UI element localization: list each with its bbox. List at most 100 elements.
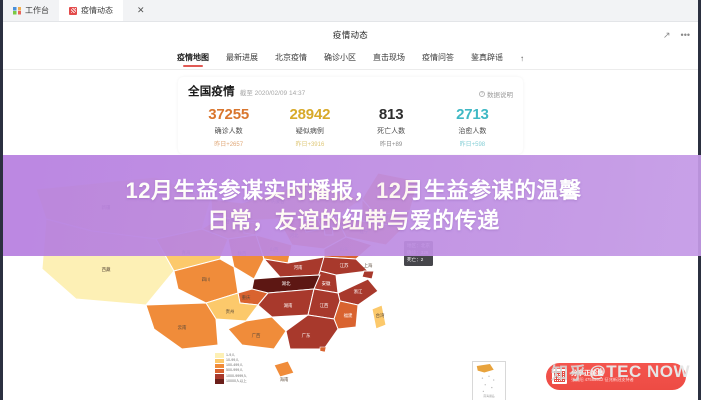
tab-epidemic[interactable]: 疫情动态 <box>59 0 123 21</box>
tab-live-scene-label: 直击现场 <box>373 52 405 62</box>
data-note-label: 数据说明 <box>487 92 513 100</box>
stat-deaths-value: 813 <box>378 106 404 124</box>
legend-item: 100-499人 <box>215 363 247 369</box>
legend-swatch <box>215 353 224 358</box>
tab-epidemic-map-label: 疫情地图 <box>177 52 209 62</box>
promo-badge-text: 分享正能量 张晨阳 47585512 征兆新冠支持者 <box>571 370 634 382</box>
watermark-handle: @TEC NOW <box>589 361 690 381</box>
svg-text:湖北: 湖北 <box>282 280 291 287</box>
close-icon[interactable]: ✕ <box>137 5 145 15</box>
stat-suspected: 28942 疑似病例 昨日+3916 <box>269 107 350 148</box>
section-nav: 疫情地图 最新进展 北京疫情 确诊小区 直击现场 疫情问答 鉴真辟谣 ↑ <box>3 48 698 70</box>
svg-text:江苏: 江苏 <box>340 262 349 269</box>
stats-card-header: 全国疫情 截至 2020/02/09 14:37 ? 数据说明 <box>188 83 513 99</box>
svg-text:南海诸岛: 南海诸岛 <box>483 394 494 398</box>
share-icon[interactable]: ↗ <box>663 29 671 40</box>
svg-text:台湾: 台湾 <box>376 312 385 319</box>
tab-qa[interactable]: 疫情问答 <box>422 52 454 66</box>
legend-swatch <box>215 368 224 374</box>
zhihu-watermark: 知乎 @TEC NOW <box>551 359 690 384</box>
tab-confirmed-communities[interactable]: 确诊小区 <box>324 52 356 66</box>
svg-text:江西: 江西 <box>320 302 329 309</box>
stat-confirmed-delta: 昨日+2657 <box>214 142 244 148</box>
legend-item: 10-99人 <box>215 358 247 363</box>
more-icon[interactable]: ••• <box>680 29 690 40</box>
legend-label: 1000-9999人 <box>226 373 247 378</box>
stats-card-wrap: 全国疫情 截至 2020/02/09 14:37 ? 数据说明 37255 确诊… <box>3 70 698 154</box>
legend-label: 100-499人 <box>226 363 243 368</box>
legend-swatch <box>215 363 224 369</box>
map-legend: 1-9人 10-99人 100-499人 500-999人 1000-9999人… <box>215 353 247 384</box>
svg-text:海南: 海南 <box>280 376 289 383</box>
stat-recovered-delta: 昨日+598 <box>459 142 486 148</box>
svg-text:云南: 云南 <box>178 324 187 331</box>
svg-text:广西: 广西 <box>252 332 261 339</box>
tab-workbench-label: 工作台 <box>25 6 49 15</box>
chevron-up-icon[interactable]: ↑ <box>520 54 524 63</box>
stat-suspected-delta: 昨日+3916 <box>295 142 325 148</box>
legend-item: 500-999人 <box>215 369 247 374</box>
browser-tab-strip: 工作台 疫情动态 ✕ <box>3 0 698 22</box>
promo-badge-sub: 张晨阳 47585512 征兆新冠支持者 <box>571 376 634 382</box>
tab-latest-progress[interactable]: 最新进展 <box>226 52 258 66</box>
tab-rumor-check[interactable]: 鉴真辟谣 <box>471 52 503 66</box>
svg-text:四川: 四川 <box>202 277 211 282</box>
tab-epidemic-map[interactable]: 疫情地图 <box>177 52 209 66</box>
legend-item: 10000人以上 <box>215 379 247 384</box>
stat-suspected-value: 28942 <box>289 106 331 124</box>
data-note-button[interactable]: ? 数据说明 <box>479 89 513 99</box>
stat-suspected-label: 疑似病例 <box>295 128 324 135</box>
tab-confirmed-communities-label: 确诊小区 <box>324 52 356 62</box>
question-circle-icon: ? <box>479 91 485 98</box>
zhihu-logo-text: 知乎 <box>551 364 588 383</box>
legend-swatch <box>215 374 224 379</box>
svg-text:贵州: 贵州 <box>226 308 235 315</box>
qr-code-icon <box>552 369 567 384</box>
svg-text:上海: 上海 <box>364 262 373 269</box>
tooltip-deaths: 死亡：2 <box>407 256 424 262</box>
legend-label: 10-99人 <box>226 357 239 362</box>
legend-label: 1-9人 <box>226 352 235 357</box>
tab-live-scene[interactable]: 直击现场 <box>373 52 405 66</box>
tab-beijing[interactable]: 北京疫情 <box>275 52 307 66</box>
promo-badge: 分享正能量 张晨阳 47585512 征兆新冠支持者 <box>546 363 686 390</box>
stat-deaths: 813 死亡人数 昨日+89 <box>351 107 432 148</box>
national-stats-card: 全国疫情 截至 2020/02/09 14:37 ? 数据说明 37255 确诊… <box>178 77 523 154</box>
stat-deaths-delta: 昨日+89 <box>380 142 403 148</box>
legend-item: 1-9人 <box>215 353 247 358</box>
stat-recovered: 2713 治愈人数 昨日+598 <box>432 107 513 148</box>
stat-confirmed-value: 37255 <box>208 106 249 124</box>
tab-beijing-label: 北京疫情 <box>275 52 307 62</box>
stat-confirmed-label: 确诊人数 <box>214 128 243 135</box>
title-overlay: 12月生益参谋实时播报，12月生益参谋的温馨 日常，友谊的纽带与爱的传递 <box>3 155 701 256</box>
stat-recovered-value: 2713 <box>456 106 489 124</box>
legend-label: 10000人以上 <box>226 378 247 383</box>
legend-label: 500-999人 <box>226 368 243 373</box>
svg-text:广东: 广东 <box>302 332 311 339</box>
stats-title: 全国疫情 <box>188 86 235 98</box>
svg-text:湖南: 湖南 <box>284 302 293 309</box>
epidemic-icon <box>69 6 77 15</box>
legend-item: 1000-9999人 <box>215 374 247 379</box>
stats-row: 37255 确诊人数 昨日+2657 28942 疑似病例 昨日+3916 81… <box>188 107 513 148</box>
svg-text:福建: 福建 <box>344 312 353 319</box>
legend-swatch <box>215 358 224 363</box>
stats-timestamp: 截至 2020/02/09 14:37 <box>239 90 306 97</box>
page-title: 疫情动态 <box>332 30 369 40</box>
svg-text:安徽: 安徽 <box>322 280 331 287</box>
svg-text:浙江: 浙江 <box>354 288 363 295</box>
tab-epidemic-label: 疫情动态 <box>81 6 113 15</box>
stat-confirmed: 37255 确诊人数 昨日+2657 <box>188 107 269 148</box>
overlay-line-1: 12月生益参谋实时播报，12月生益参谋的温馨 <box>125 178 582 204</box>
stat-deaths-label: 死亡人数 <box>377 128 406 135</box>
tab-workbench[interactable]: 工作台 <box>3 0 59 21</box>
svg-text:重庆: 重庆 <box>242 294 251 301</box>
legend-swatch <box>215 379 224 384</box>
svg-text:河南: 河南 <box>294 264 303 270</box>
tab-qa-label: 疫情问答 <box>422 52 454 62</box>
south-sea-inset-svg: 南海诸岛 <box>476 364 495 398</box>
tab-latest-progress-label: 最新进展 <box>226 52 258 62</box>
header-actions: ↗ ••• <box>663 22 690 48</box>
promo-badge-title: 分享正能量 <box>571 370 604 378</box>
